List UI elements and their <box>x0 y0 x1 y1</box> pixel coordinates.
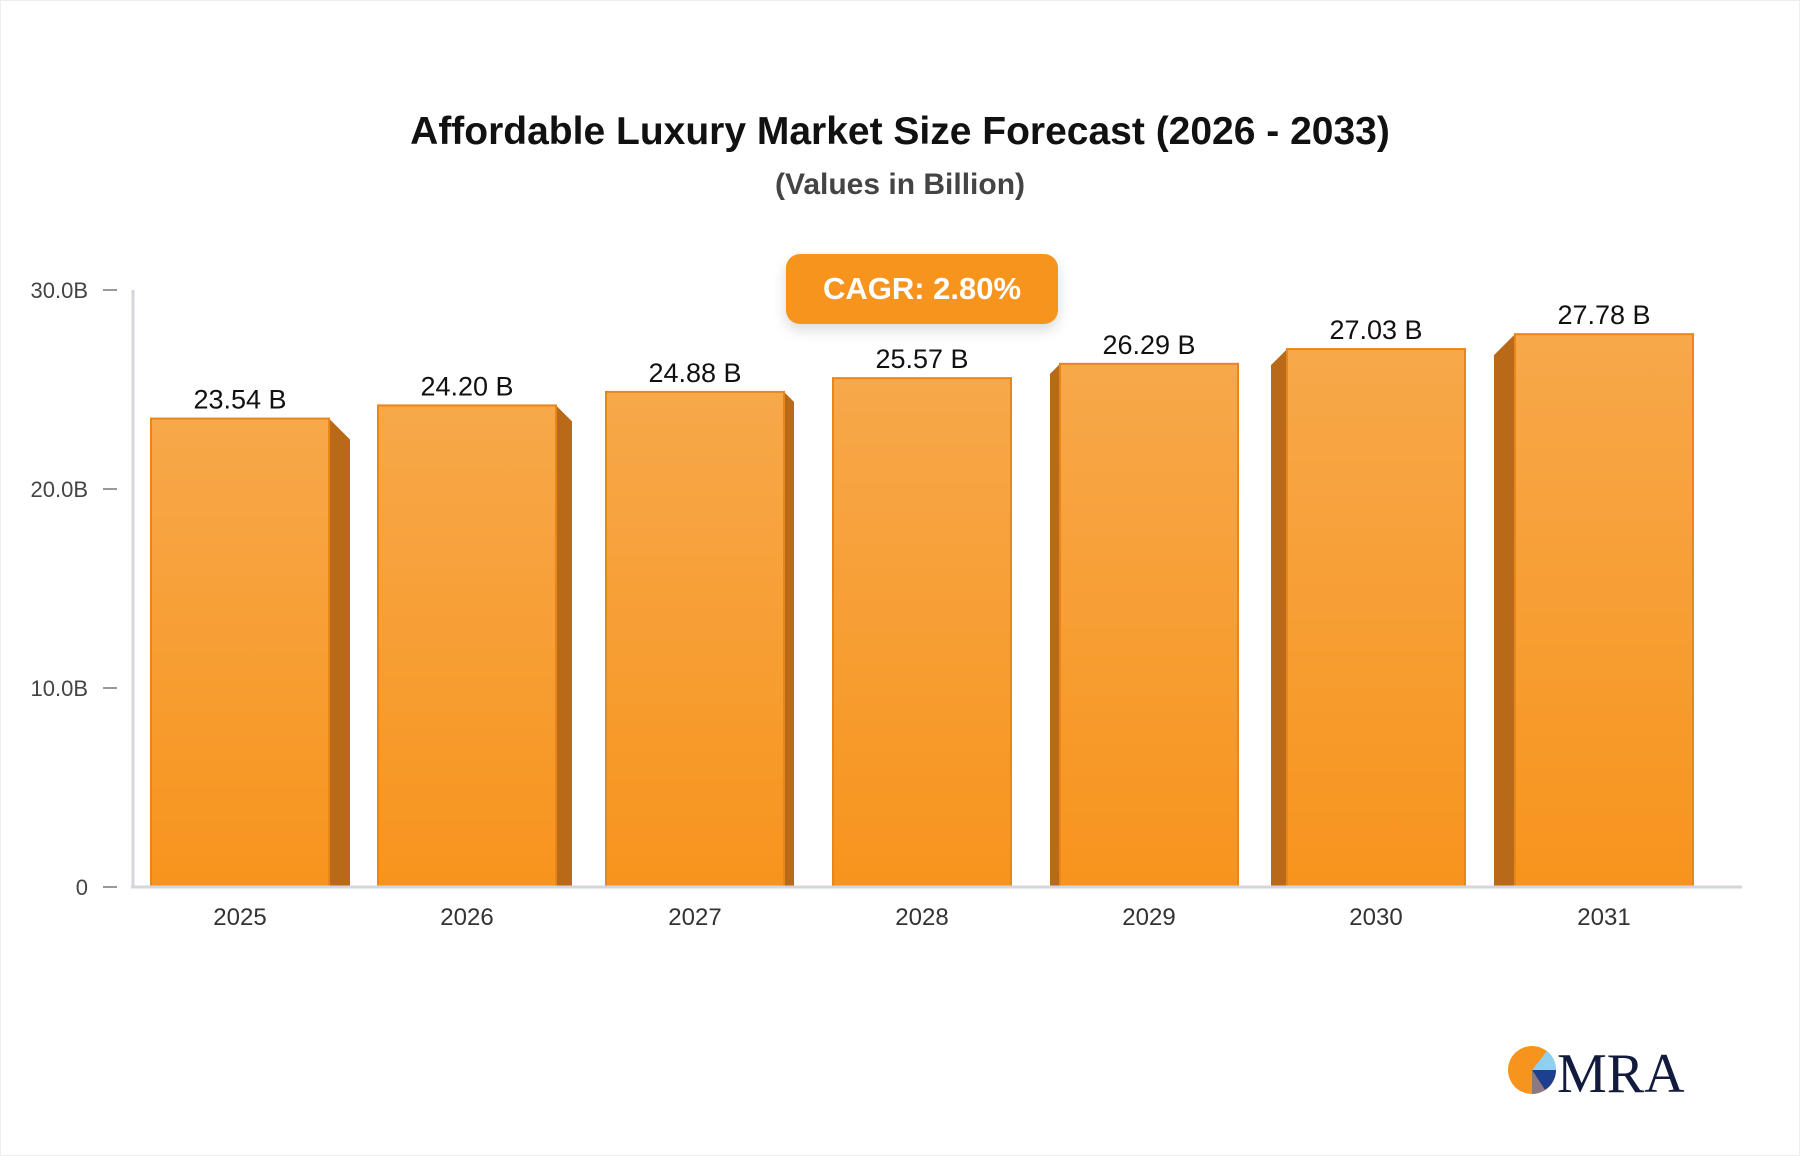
bar-side <box>1494 334 1515 888</box>
mra-logo: MRA <box>1508 1043 1685 1100</box>
data-label: 27.03 B <box>1329 315 1422 345</box>
bar-2025 <box>150 417 330 888</box>
bar-2027 <box>605 390 785 888</box>
bar-2030 <box>1286 348 1466 888</box>
x-tick-label: 2030 <box>1349 904 1402 931</box>
data-label: 23.54 B <box>193 385 286 415</box>
y-tick-label: 20.0B <box>31 477 89 502</box>
data-label: 24.20 B <box>420 371 513 401</box>
bar-side <box>329 418 350 887</box>
y-tick-label: 10.0B <box>31 676 89 701</box>
x-tick-label: 2027 <box>668 904 721 931</box>
bar-2028 <box>832 377 1012 888</box>
chart-title: Affordable Luxury Market Size Forecast (… <box>410 110 1390 153</box>
y-tick-label: 30.0B <box>31 278 89 303</box>
data-label: 26.29 B <box>1102 330 1195 360</box>
data-label: 25.57 B <box>875 344 968 374</box>
bar-side <box>556 405 572 887</box>
y-tick-label: 0 <box>76 875 88 900</box>
chart-subtitle: (Values in Billion) <box>774 168 1026 201</box>
x-tick-label: 2026 <box>440 904 493 931</box>
svg-text:MRA: MRA <box>1557 1043 1685 1100</box>
bar-side <box>784 391 794 887</box>
cagr-badge: CAGR: 2.80% <box>786 254 1058 324</box>
bar-2026 <box>377 404 557 888</box>
bar-2029 <box>1059 362 1239 889</box>
bar-side <box>1050 363 1060 888</box>
x-tick-label: 2028 <box>895 904 948 931</box>
bar-side <box>1271 349 1287 887</box>
bar-2031 <box>1514 333 1694 889</box>
data-label: 27.78 B <box>1557 300 1650 330</box>
x-tick-label: 2029 <box>1122 904 1175 931</box>
x-tick-label: 2025 <box>213 904 266 931</box>
data-label: 24.88 B <box>648 358 741 388</box>
x-tick-label: 2031 <box>1577 904 1630 931</box>
